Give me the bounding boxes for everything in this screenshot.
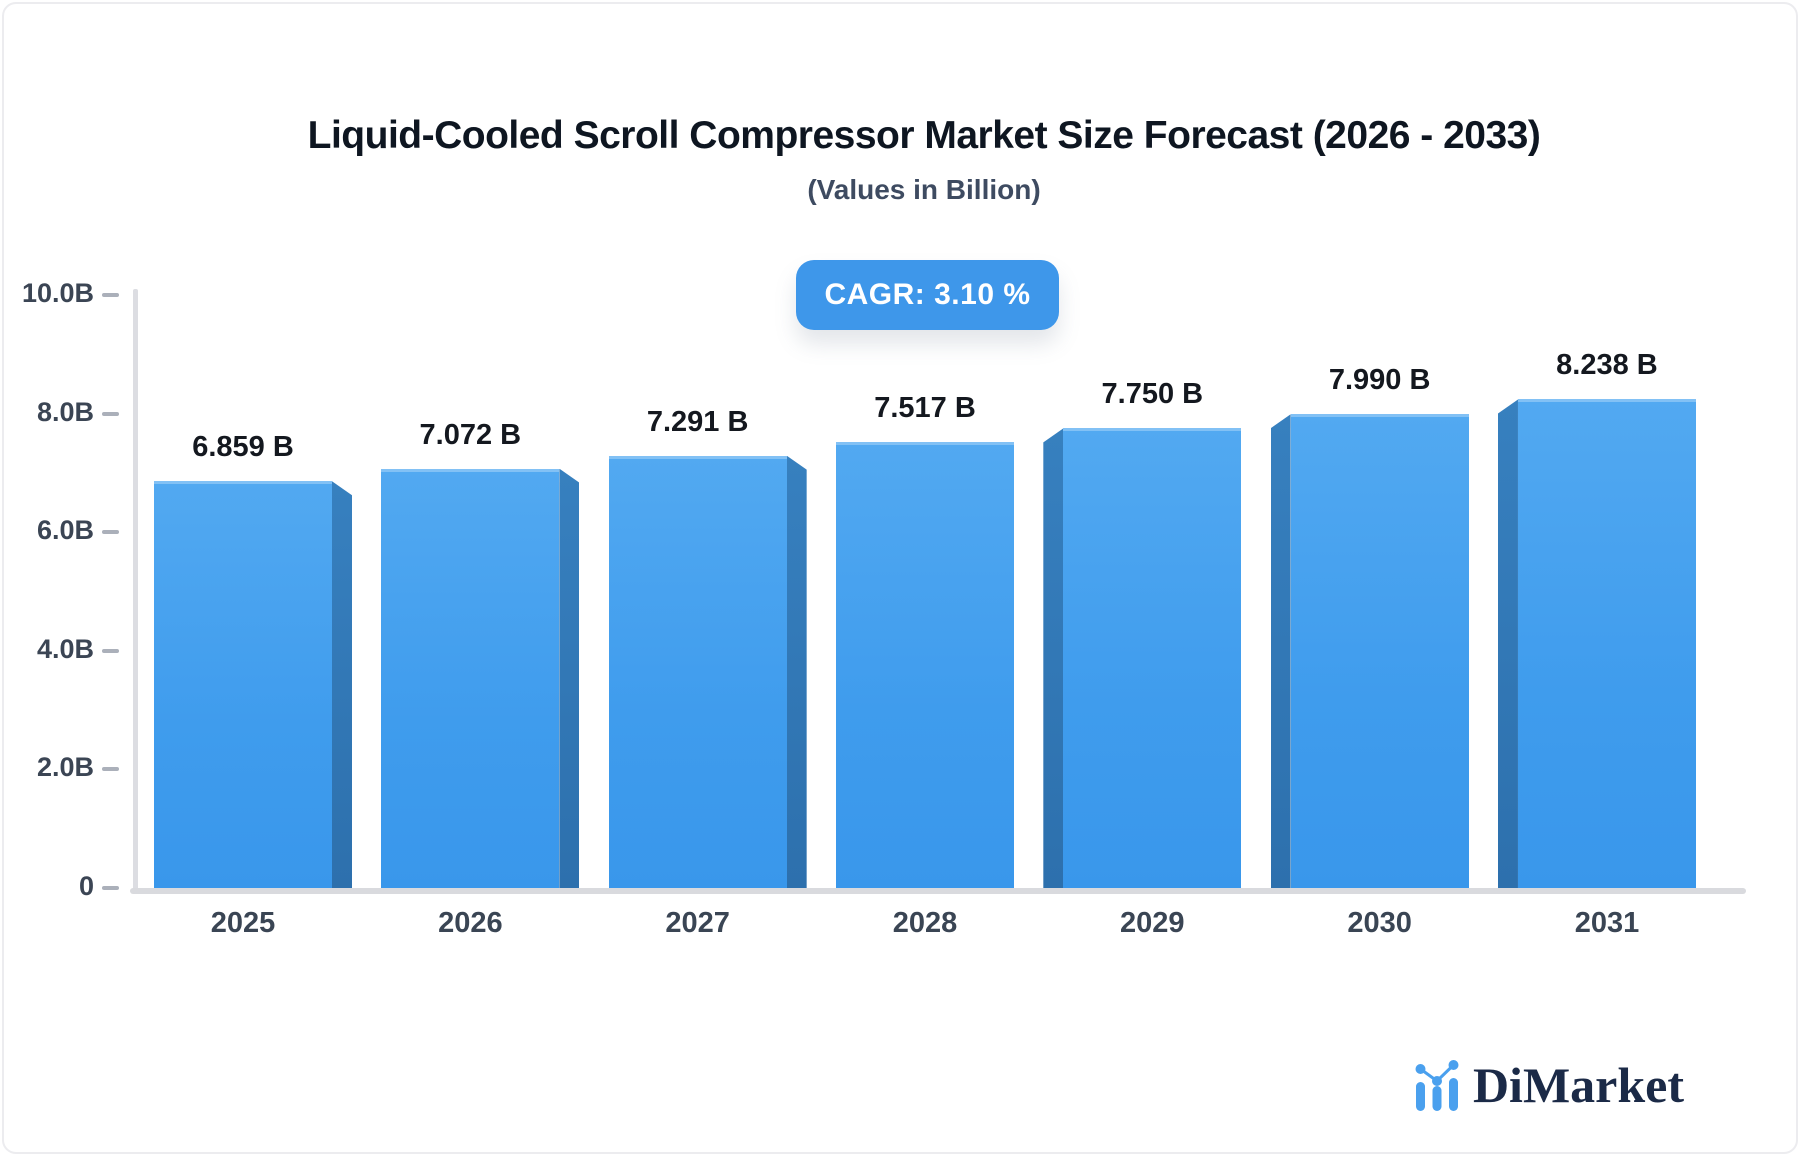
y-axis-label: 0: [78, 871, 94, 901]
bar-2030[interactable]: [1290, 414, 1469, 888]
y-axis-line: [133, 289, 138, 893]
bar-side: [786, 455, 807, 888]
bar-side: [1043, 428, 1064, 888]
y-axis-label: 2.0B: [36, 752, 94, 783]
chart-subtitle: (Values in Billion): [807, 174, 1041, 205]
x-axis-label: 2026: [438, 907, 503, 939]
x-axis-label: 2025: [210, 907, 276, 939]
bar-value-label: 7.990 B: [1328, 364, 1431, 397]
bar-2027[interactable]: [608, 455, 787, 888]
y-axis-label: 4.0B: [36, 633, 94, 664]
bar-2029[interactable]: [1063, 428, 1242, 888]
x-axis-label: 2030: [1347, 907, 1412, 939]
brand-logo: DiMarket: [1413, 1056, 1684, 1114]
bar-value-label: 7.517 B: [874, 392, 976, 425]
y-axis-tick: [102, 530, 119, 535]
y-axis-label: 10.0B: [21, 278, 94, 308]
y-axis-tick: [102, 293, 119, 297]
plot-area: 10.0B 8.0B 6.0B 4.0B 2.0B 0 6.859 B 2025 7.072 B…: [4, 4, 1800, 1160]
y-axis-label: 8.0B: [36, 396, 94, 427]
bar-value-label: 7.750 B: [1101, 378, 1204, 411]
x-axis-label: 2031: [1574, 907, 1640, 939]
y-axis-tick: [102, 648, 119, 653]
cagr-badge: CAGR: 3.10 %: [796, 260, 1059, 330]
y-axis-tick: [102, 767, 119, 772]
x-axis-label: 2028: [892, 907, 958, 939]
x-axis-line: [130, 888, 1746, 894]
bar-value-label: 8.238 B: [1556, 349, 1658, 382]
cagr-badge-label: CAGR: 3.10 %: [824, 278, 1031, 311]
bar-value-label: 7.072 B: [419, 418, 522, 451]
brand-logo-text: DiMarket: [1472, 1057, 1684, 1113]
x-axis-label: 2029: [1120, 907, 1185, 939]
bar-2025[interactable]: [154, 481, 332, 888]
bar-line-chart-icon: [1415, 1060, 1459, 1111]
y-axis-tick: [102, 411, 119, 416]
bar-side: [1497, 399, 1518, 888]
bar-side: [332, 481, 352, 888]
x-axis-label: 2027: [665, 907, 730, 939]
bar-value-label: 6.859 B: [192, 431, 294, 464]
chart-title: Liquid-Cooled Scroll Compressor Market S…: [307, 114, 1541, 157]
y-axis-tick: [102, 886, 119, 890]
bar-side: [1270, 414, 1291, 888]
bar-2028[interactable]: [835, 442, 1014, 888]
y-axis-label: 6.0B: [36, 515, 94, 546]
bar-side: [559, 468, 580, 888]
bar-2026[interactable]: [381, 468, 560, 888]
bar-value-label: 7.291 B: [646, 405, 749, 438]
bar-2031[interactable]: [1517, 399, 1696, 888]
